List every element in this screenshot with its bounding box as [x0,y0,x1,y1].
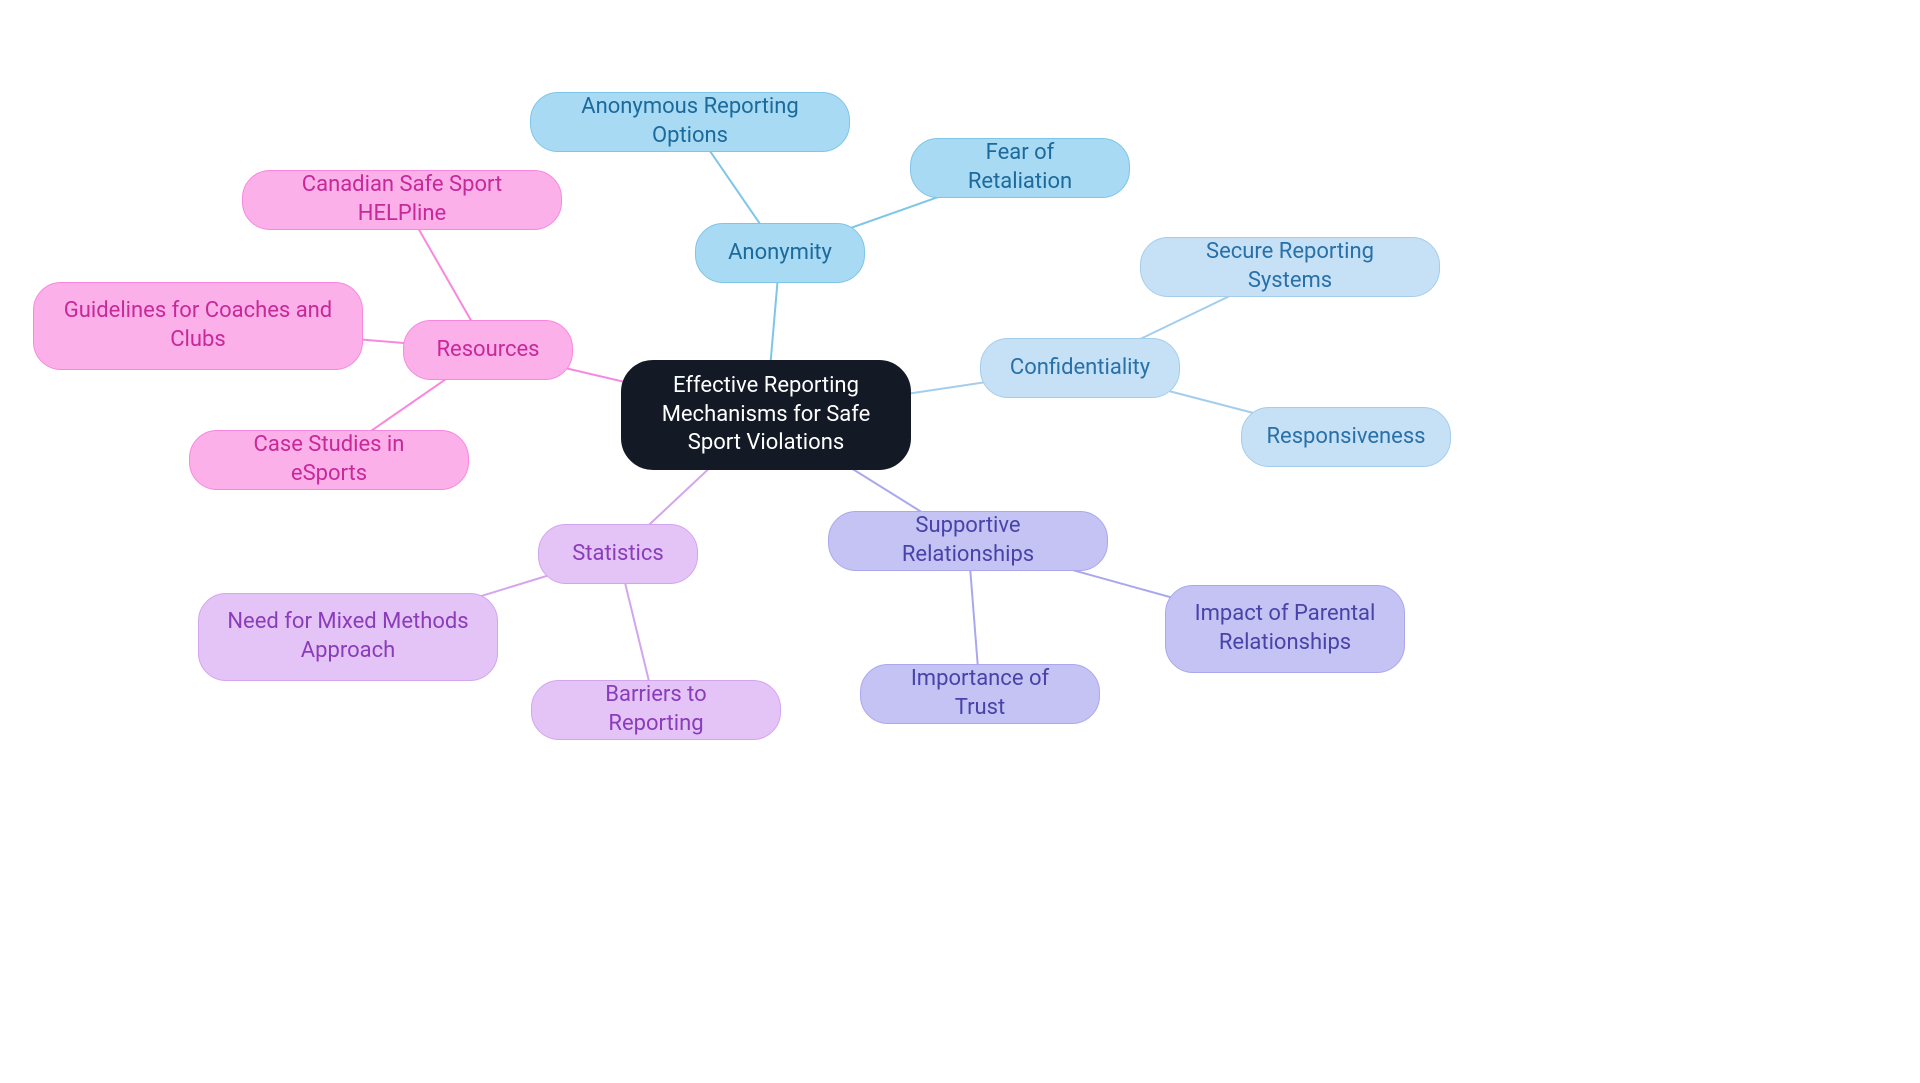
leaf-mixed-methods: Need for Mixed Methods Approach [198,593,498,681]
branch-anonymity: Anonymity [695,223,865,283]
central-node: Effective Reporting Mechanisms for Safe … [621,360,911,470]
branch-resources-label: Resources [436,336,539,365]
central-node-label: Effective Reporting Mechanisms for Safe … [650,372,882,458]
branch-statistics: Statistics [538,524,698,584]
leaf-helpline-label: Canadian Safe Sport HELPline [271,171,533,228]
branch-resources: Resources [403,320,573,380]
leaf-barriers-label: Barriers to Reporting [560,681,752,738]
leaf-secure-systems: Secure Reporting Systems [1140,237,1440,297]
branch-supportive: Supportive Relationships [828,511,1108,571]
leaf-trust-label: Importance of Trust [889,665,1071,722]
leaf-trust: Importance of Trust [860,664,1100,724]
branch-anonymity-label: Anonymity [728,239,832,268]
branch-supportive-label: Supportive Relationships [857,512,1079,569]
leaf-fear-retaliation-label: Fear of Retaliation [939,139,1101,196]
leaf-secure-systems-label: Secure Reporting Systems [1169,238,1411,295]
branch-statistics-label: Statistics [572,540,664,569]
branch-confidentiality-label: Confidentiality [1010,354,1150,383]
leaf-mixed-methods-label: Need for Mixed Methods Approach [227,608,469,665]
leaf-anon-reporting: Anonymous Reporting Options [530,92,850,152]
leaf-guidelines-label: Guidelines for Coaches and Clubs [62,297,334,354]
leaf-responsiveness: Responsiveness [1241,407,1451,467]
leaf-guidelines: Guidelines for Coaches and Clubs [33,282,363,370]
leaf-parental-label: Impact of Parental Relationships [1194,600,1376,657]
leaf-fear-retaliation: Fear of Retaliation [910,138,1130,198]
leaf-parental: Impact of Parental Relationships [1165,585,1405,673]
leaf-responsiveness-label: Responsiveness [1266,423,1425,452]
branch-confidentiality: Confidentiality [980,338,1180,398]
leaf-case-studies: Case Studies in eSports [189,430,469,490]
leaf-helpline: Canadian Safe Sport HELPline [242,170,562,230]
leaf-anon-reporting-label: Anonymous Reporting Options [559,93,821,150]
leaf-case-studies-label: Case Studies in eSports [218,431,440,488]
leaf-barriers: Barriers to Reporting [531,680,781,740]
